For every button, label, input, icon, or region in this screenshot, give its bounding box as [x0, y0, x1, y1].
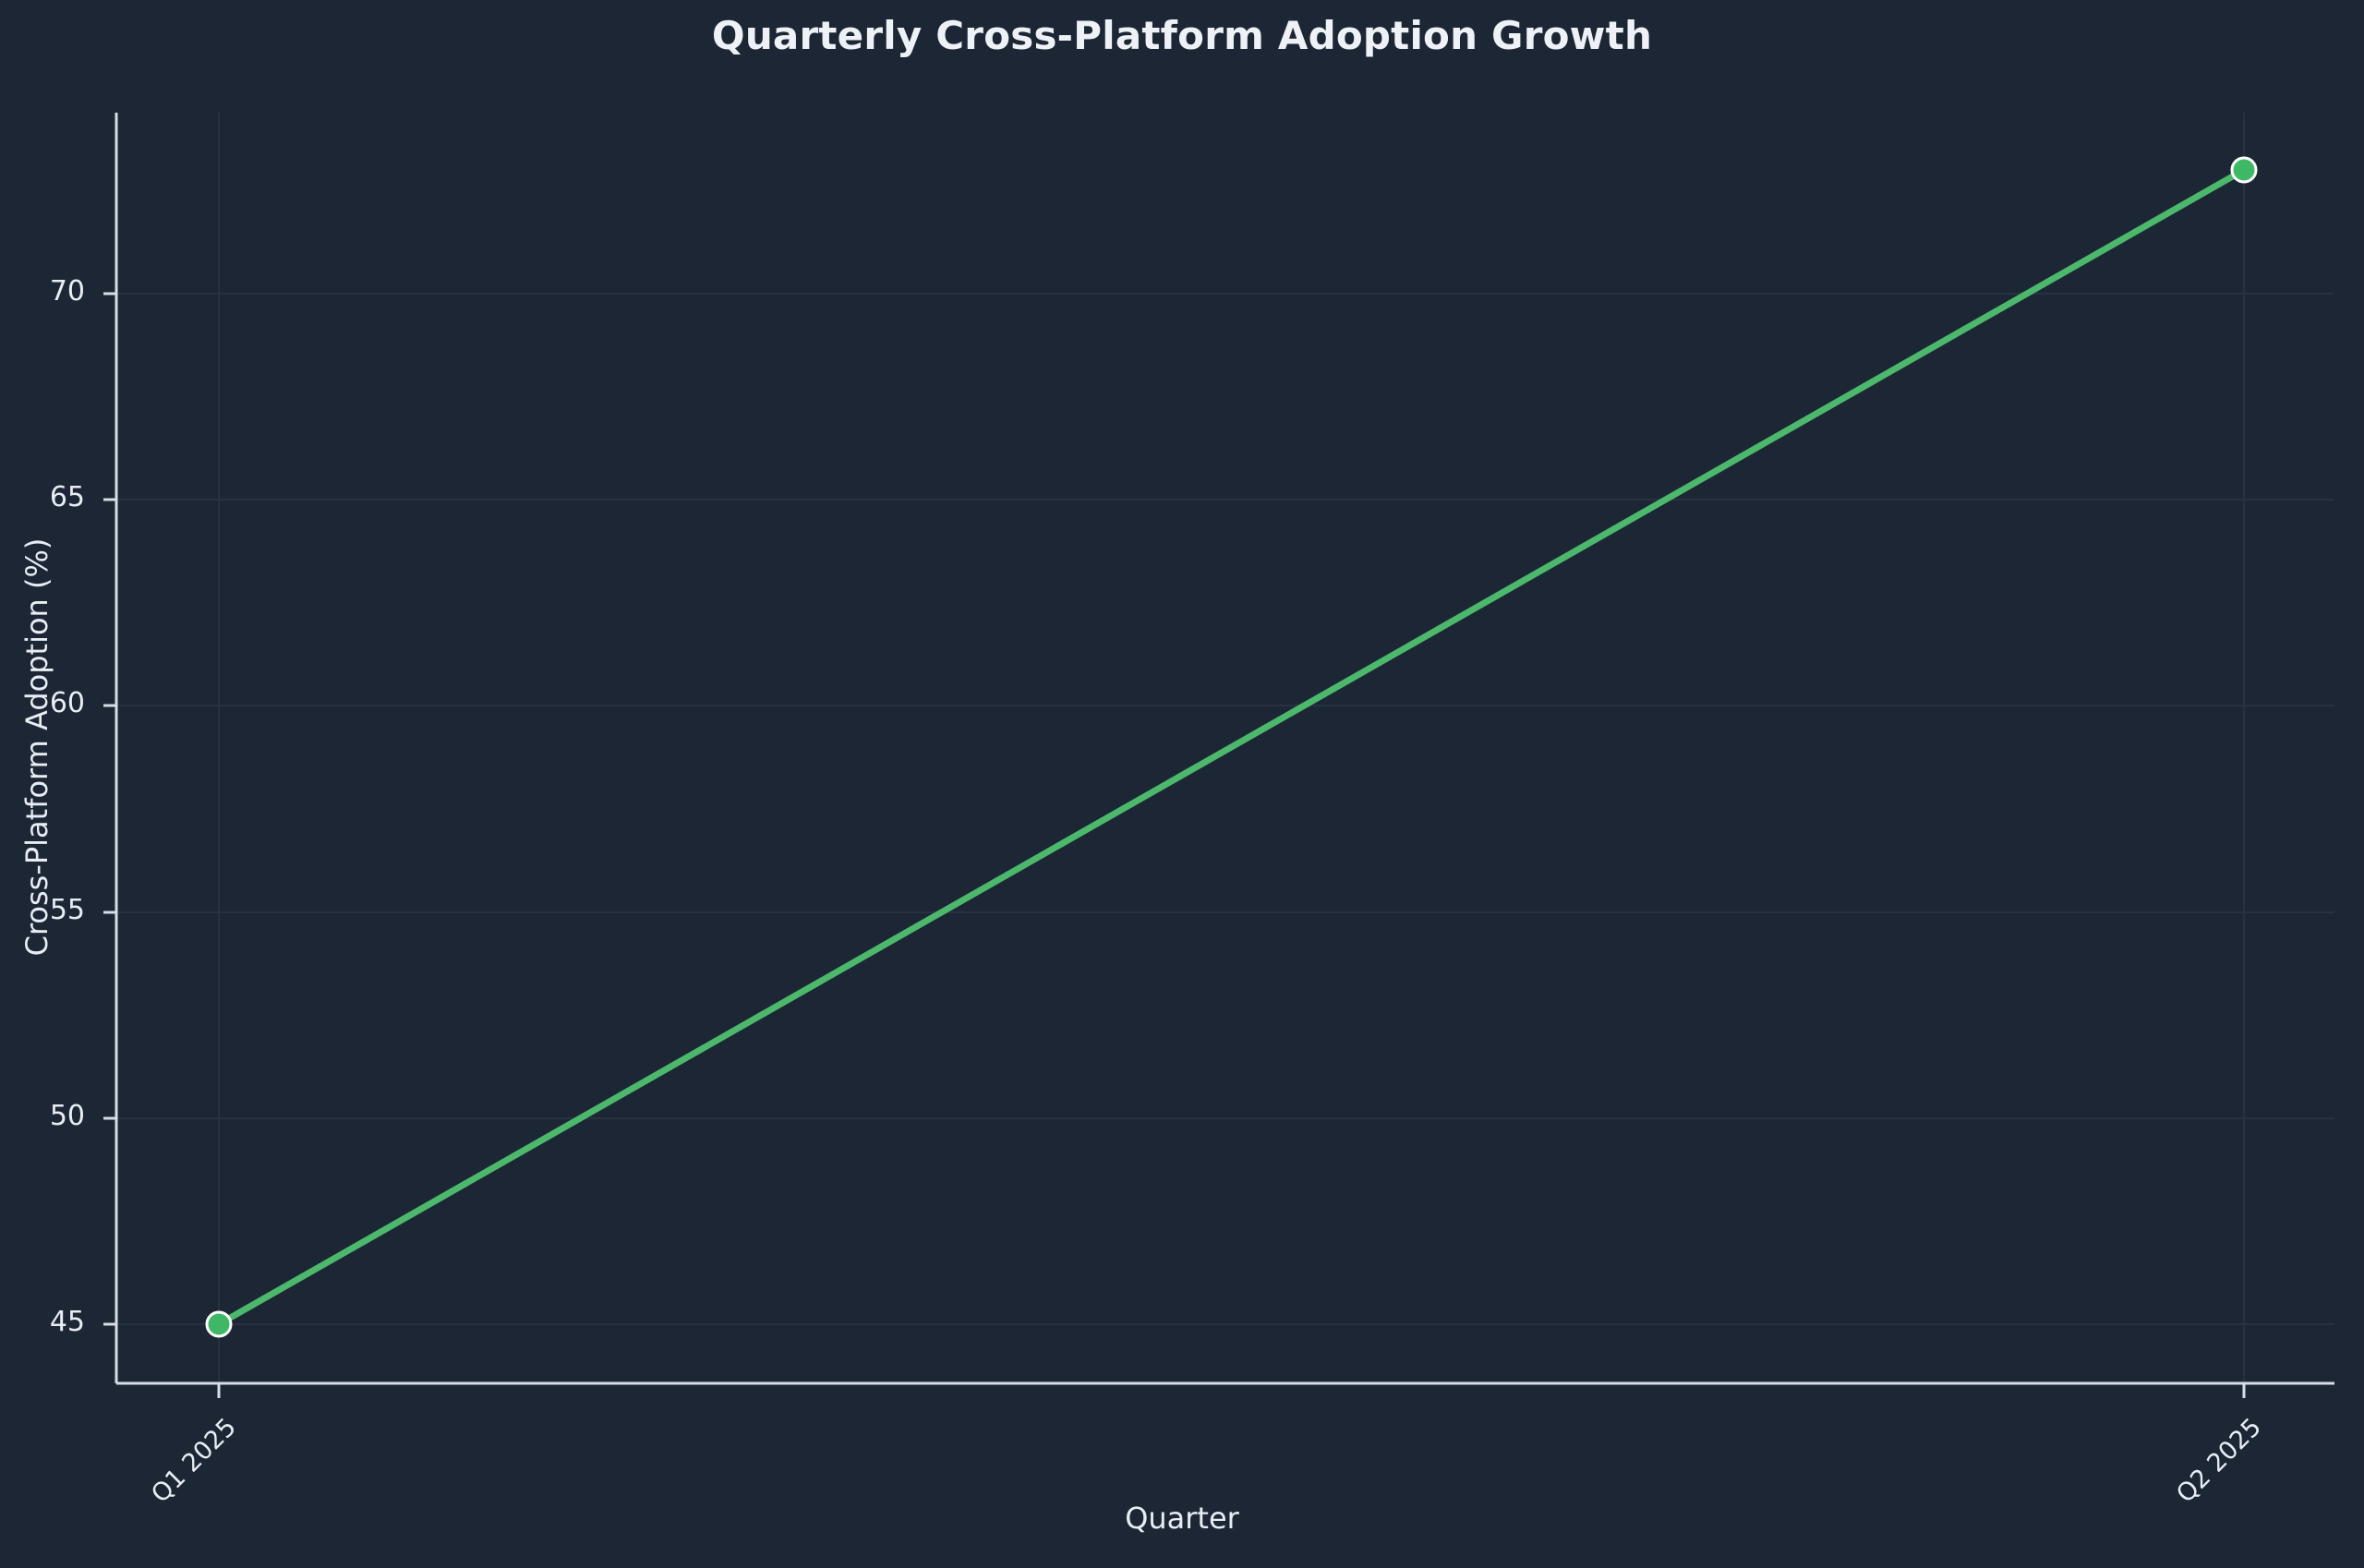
x-axis-title: Quarter: [1125, 1501, 1239, 1536]
y-axis-title: Cross-Platform Adoption (%): [19, 537, 54, 957]
data-point-marker: [2230, 156, 2258, 184]
grid-lines-vertical: [218, 113, 2245, 1383]
data-line-series-1: [215, 166, 2248, 1328]
grid-lines-horizontal: [116, 293, 2334, 1325]
data-point-markers: [205, 156, 2258, 1338]
y-tick-label-45: 45: [49, 1306, 85, 1338]
y-tick-label-50: 50: [49, 1100, 85, 1132]
x-tick-marks: [217, 1383, 2246, 1398]
y-tick-label-70: 70: [49, 275, 85, 308]
y-tick-label-55: 55: [49, 894, 85, 926]
y-tick-label-60: 60: [49, 687, 85, 719]
data-point-marker: [205, 1310, 233, 1338]
y-tick-marks: [103, 292, 116, 1326]
chart-title: Quarterly Cross-Platform Adoption Growth: [711, 13, 1653, 58]
y-tick-label-65: 65: [49, 481, 85, 513]
